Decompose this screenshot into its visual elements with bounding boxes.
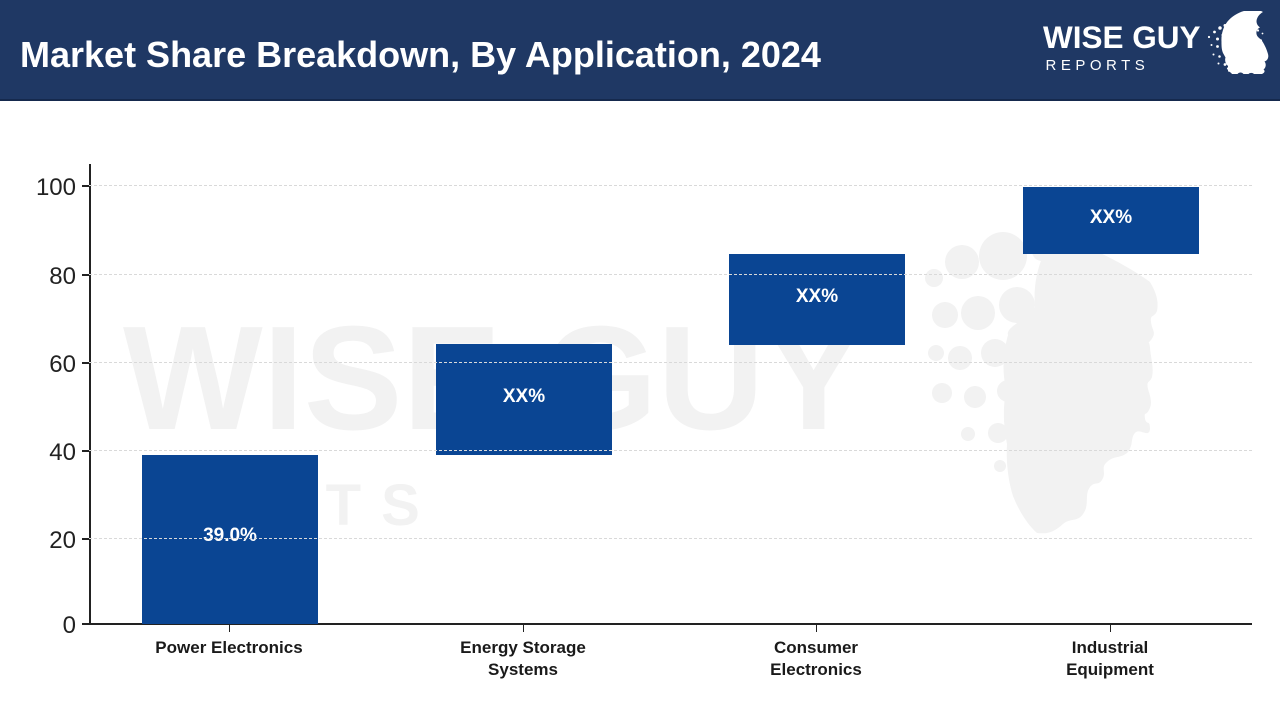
svg-text:WISE GUY: WISE GUY bbox=[1043, 19, 1201, 55]
svg-text:REPORTS: REPORTS bbox=[1046, 57, 1150, 74]
